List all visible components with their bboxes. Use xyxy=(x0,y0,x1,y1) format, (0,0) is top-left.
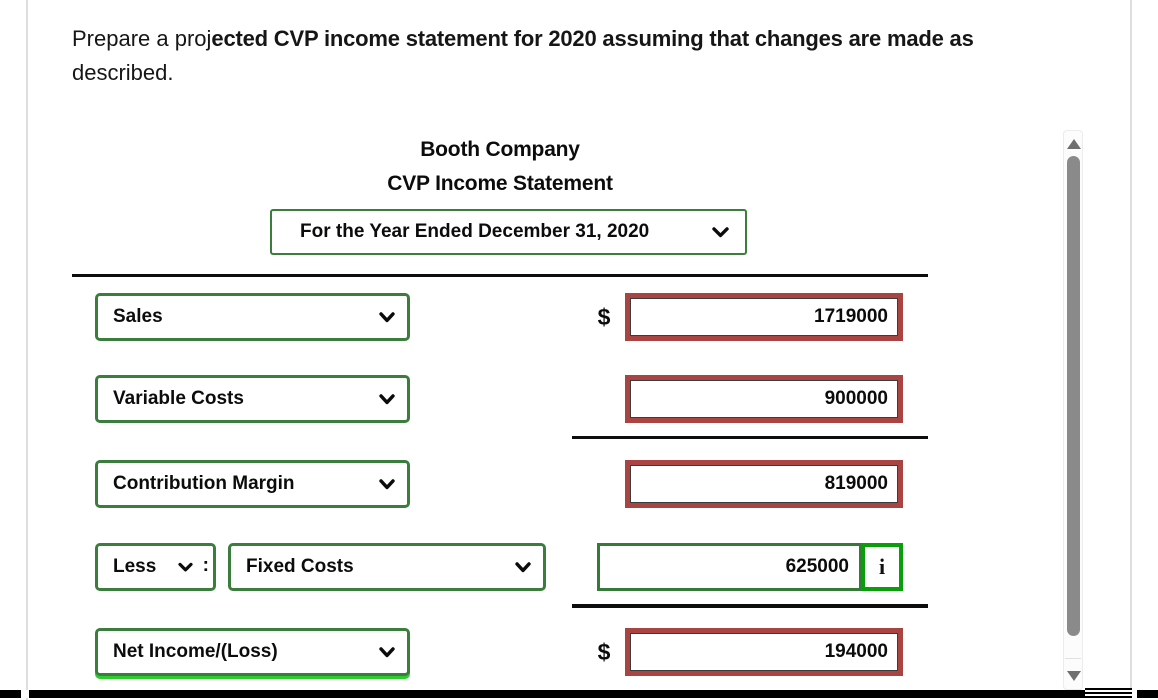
chevron-down-icon xyxy=(712,227,729,238)
sales-label: Sales xyxy=(113,306,163,327)
sales-amount-input[interactable] xyxy=(630,298,898,336)
net-income-label: Net Income/(Loss) xyxy=(113,641,278,662)
net-income-dollar-sign: $ xyxy=(597,639,611,665)
subtotal-rule-1 xyxy=(572,436,928,439)
net-income-label-select[interactable]: Net Income/(Loss) xyxy=(95,628,410,676)
instruction-bold: ected CVP income statement for 2020 assu… xyxy=(211,26,974,51)
variable-costs-amount-input[interactable] xyxy=(630,380,898,418)
instruction-text: Prepare a projected CVP income statement… xyxy=(72,22,1032,90)
content-right-border xyxy=(1130,0,1132,700)
content-left-border xyxy=(26,0,28,700)
chevron-down-icon xyxy=(379,312,395,323)
variable-costs-amount-field xyxy=(625,375,903,423)
bottom-edge-gap-right xyxy=(1132,690,1137,698)
less-qualifier-select[interactable]: Less : xyxy=(95,543,216,591)
sales-dollar-sign: $ xyxy=(597,304,611,330)
scrollbar-divider xyxy=(1065,658,1081,659)
info-icon: i xyxy=(878,554,886,579)
bottom-edge-gap-left xyxy=(21,690,29,698)
chevron-down-icon xyxy=(379,647,395,658)
company-title: Booth Company xyxy=(420,138,580,161)
statement-title: CVP Income Statement xyxy=(387,172,613,195)
chevron-down-icon xyxy=(379,479,395,490)
chevron-down-icon xyxy=(515,562,531,573)
chevron-down-icon xyxy=(178,562,193,572)
scrollbar[interactable] xyxy=(1063,130,1083,690)
bottom-window-edge xyxy=(0,690,1158,698)
sales-amount-field xyxy=(625,293,903,341)
less-label: Less xyxy=(113,556,157,577)
chevron-down-icon xyxy=(379,394,395,405)
fixed-costs-amount-input[interactable] xyxy=(600,546,859,588)
contribution-margin-amount-field xyxy=(625,460,903,508)
contribution-margin-label: Contribution Margin xyxy=(113,473,295,494)
period-select[interactable]: For the Year Ended December 31, 2020 xyxy=(270,209,747,255)
less-colon: : xyxy=(202,555,209,577)
resize-grip-stripes xyxy=(1085,688,1132,700)
scrollbar-thumb[interactable] xyxy=(1067,156,1080,636)
net-income-amount-field xyxy=(625,628,903,676)
net-income-amount-input[interactable] xyxy=(630,633,898,671)
variable-costs-label: Variable Costs xyxy=(113,388,244,409)
statement-top-rule xyxy=(72,274,928,277)
subtotal-rule-2 xyxy=(572,604,928,608)
instruction-line-2: described. xyxy=(72,56,1032,90)
instruction-suffix: described. xyxy=(72,60,174,85)
fixed-costs-label: Fixed Costs xyxy=(246,556,354,577)
sales-label-select[interactable]: Sales xyxy=(95,293,410,341)
instruction-line-1: Prepare a projected CVP income statement… xyxy=(72,22,1032,56)
contribution-margin-label-select[interactable]: Contribution Margin xyxy=(95,460,410,508)
instruction-normal: Prepare a proj xyxy=(72,26,212,51)
scroll-down-button[interactable] xyxy=(1067,671,1081,681)
contribution-margin-amount-input[interactable] xyxy=(630,465,898,503)
info-button[interactable]: i xyxy=(861,543,903,591)
period-select-label: For the Year Ended December 31, 2020 xyxy=(300,221,650,242)
fixed-costs-amount-field xyxy=(597,543,862,591)
variable-costs-label-select[interactable]: Variable Costs xyxy=(95,375,410,423)
fixed-costs-label-select[interactable]: Fixed Costs xyxy=(228,543,546,591)
scroll-up-button[interactable] xyxy=(1067,139,1081,149)
